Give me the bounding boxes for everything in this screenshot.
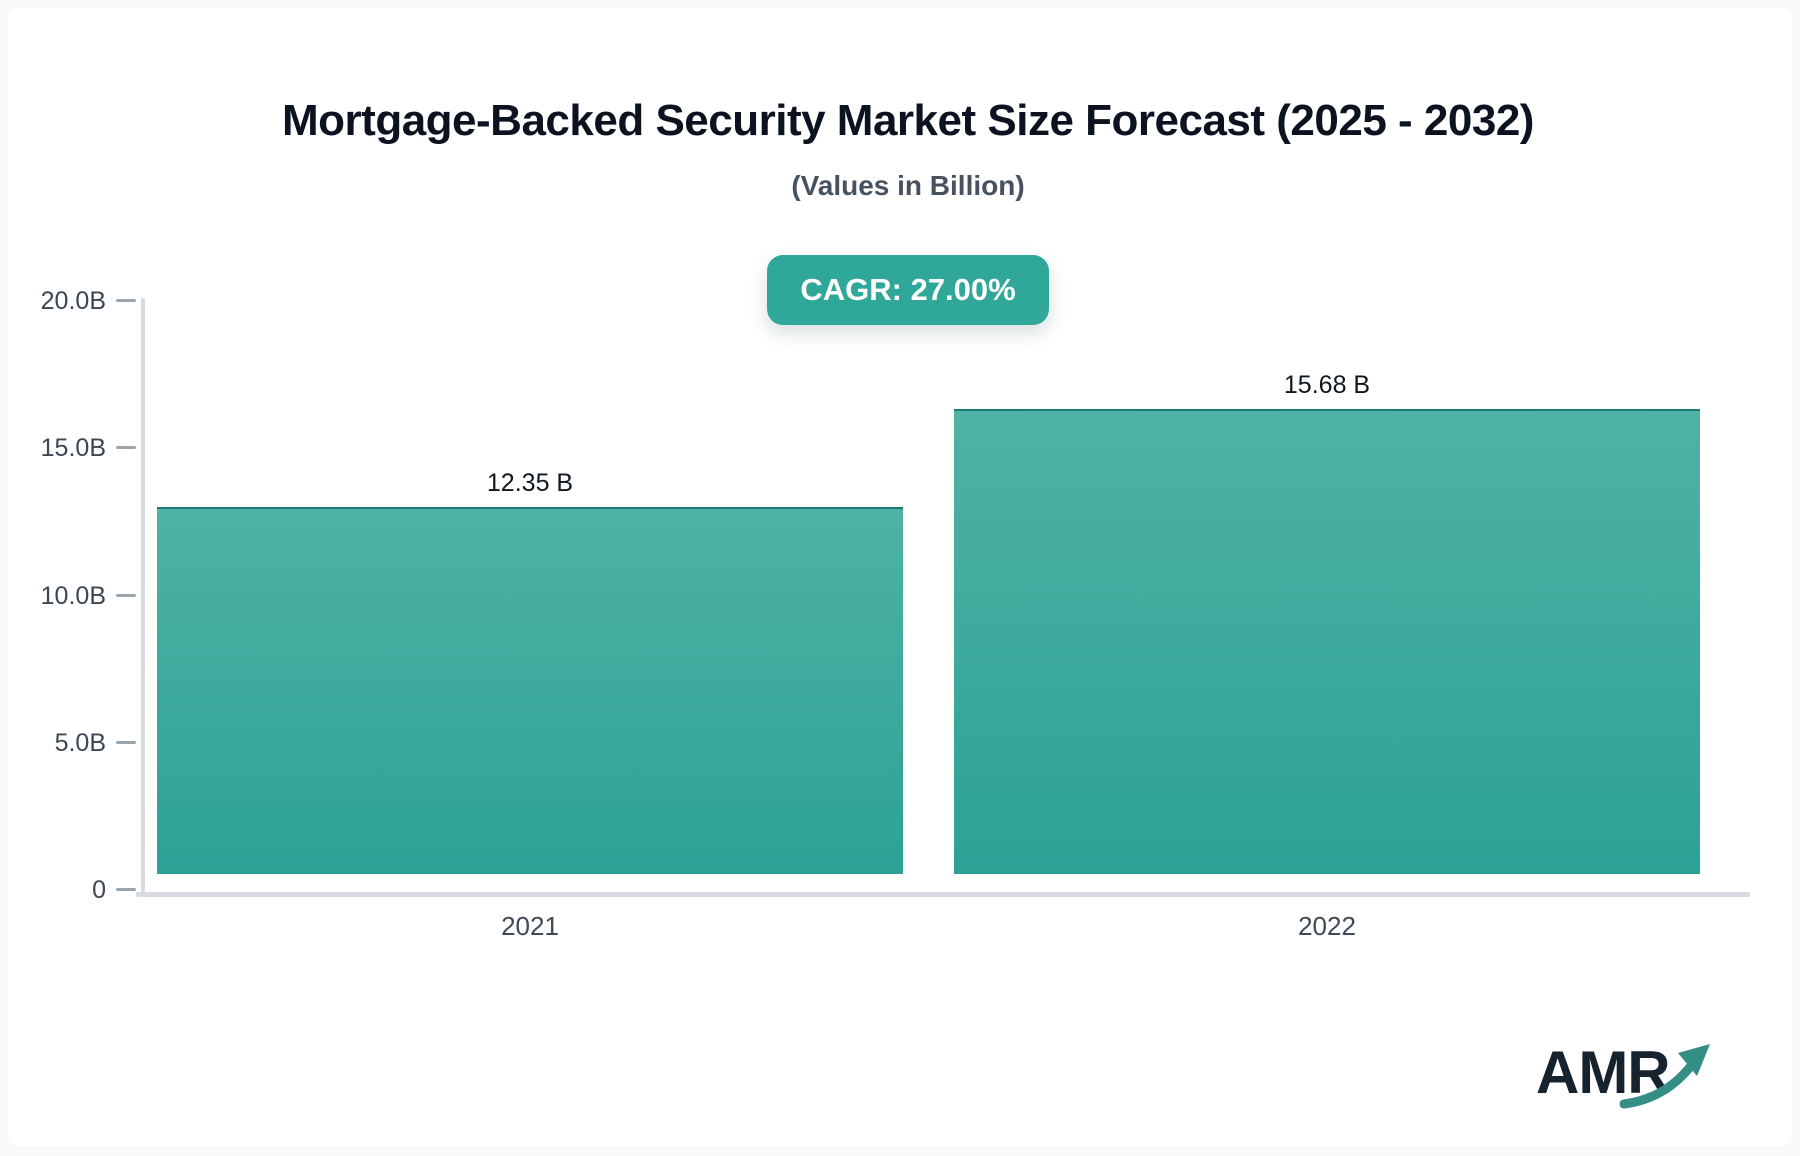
y-tick-dash bbox=[116, 888, 136, 891]
chart-card: Mortgage-Backed Security Market Size For… bbox=[8, 8, 1792, 1146]
bar-group-2021: 12.35 B bbox=[157, 468, 903, 874]
y-tick-dash bbox=[116, 594, 136, 597]
cagr-badge: CAGR: 27.00% bbox=[767, 255, 1049, 325]
y-axis-label-15b: 15.0B bbox=[40, 434, 106, 462]
trend-up-arrow-icon bbox=[1619, 1044, 1710, 1109]
x-axis-label-2021: 2021 bbox=[501, 911, 559, 941]
y-axis-label-0: 0 bbox=[92, 876, 106, 904]
y-axis-label-20b: 20.0B bbox=[40, 287, 106, 315]
y-axis-line bbox=[141, 298, 145, 892]
bar-group-2022: 15.68 B bbox=[954, 370, 1700, 874]
bar-value-label: 15.68 B bbox=[1283, 371, 1371, 399]
x-axis-label-2022: 2022 bbox=[1298, 911, 1356, 941]
y-tick-dash bbox=[116, 446, 136, 449]
chart-title: Mortgage-Backed Security Market Size For… bbox=[282, 96, 1534, 145]
cagr-badge-row: CAGR: 27.00% bbox=[58, 255, 1758, 325]
y-tick-dash bbox=[116, 741, 136, 744]
y-axis-label-5b: 5.0B bbox=[54, 729, 106, 757]
amr-logo: AMR bbox=[1536, 1034, 1736, 1114]
bar-2021 bbox=[157, 507, 903, 874]
chart-subtitle: (Values in Billion) bbox=[791, 170, 1025, 201]
bar-value-label: 12.35 B bbox=[486, 469, 574, 497]
y-tick-dash bbox=[116, 299, 136, 302]
bar-2022 bbox=[954, 409, 1700, 874]
x-axis-line bbox=[136, 892, 1750, 897]
y-axis-label-10b: 10.0B bbox=[40, 582, 106, 610]
